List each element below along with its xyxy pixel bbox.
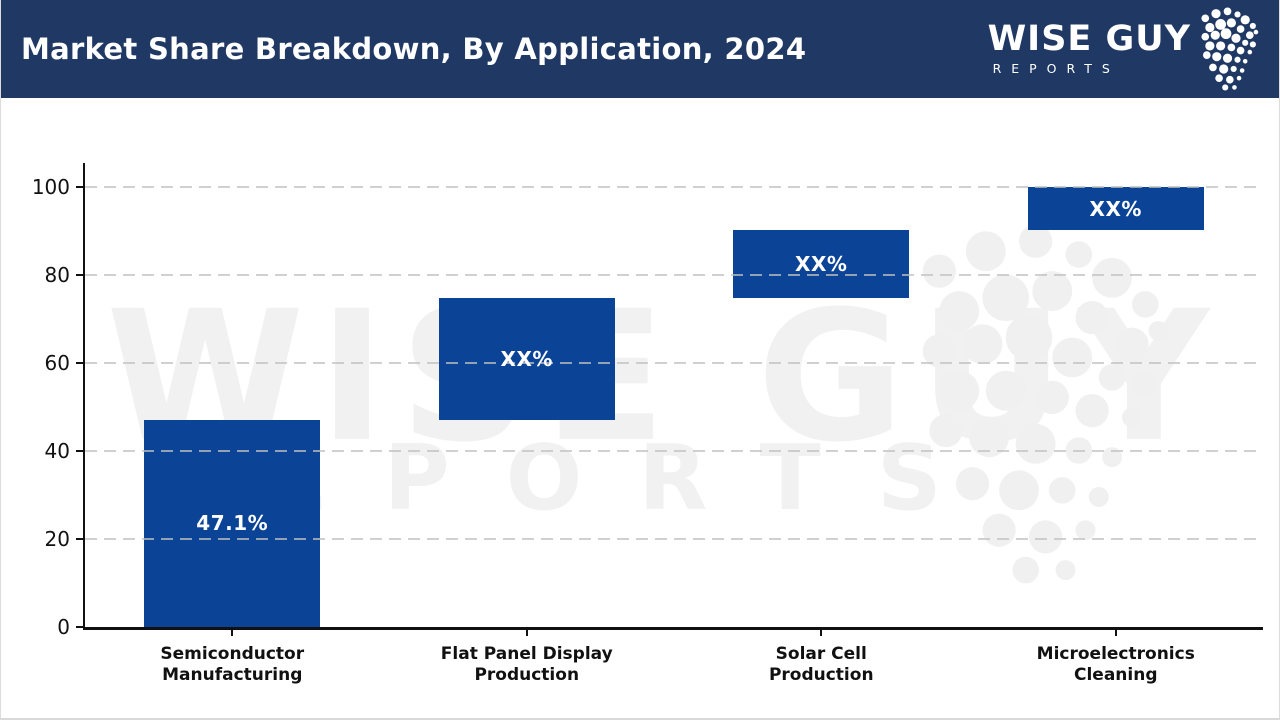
y-tick — [76, 450, 85, 452]
y-tick-label: 40 — [44, 439, 70, 463]
bar-value-label: XX% — [795, 252, 848, 276]
bar-segment — [438, 297, 615, 420]
chart-canvas: WISE GUY REPORTS 0 20 40 60 80 100 47.1% Semico… — [1, 98, 1279, 718]
x-tick — [1114, 629, 1117, 636]
y-tick — [76, 362, 85, 364]
watermark-face-icon — [922, 224, 1169, 584]
x-axis — [83, 627, 1263, 630]
x-category-label: Semiconductor Manufacturing — [160, 644, 305, 686]
y-tick — [76, 538, 85, 540]
y-tick — [76, 626, 85, 628]
chart-title: Market Share Breakdown, By Application, … — [21, 32, 807, 66]
gridline — [85, 362, 1263, 364]
y-tick — [76, 186, 85, 188]
x-tick — [525, 629, 528, 636]
y-tick-label: 80 — [44, 263, 70, 287]
y-axis — [83, 163, 85, 630]
bar-value-label: XX% — [1089, 196, 1142, 221]
y-tick-label: 0 — [57, 615, 70, 639]
y-tick-label: 100 — [31, 175, 70, 199]
x-category-label: Flat Panel Display Production — [440, 644, 613, 686]
y-tick-label: 60 — [44, 351, 70, 375]
bar-segment — [1027, 187, 1204, 231]
y-tick-label: 20 — [44, 527, 70, 551]
x-tick — [820, 629, 823, 636]
gridline — [85, 450, 1263, 452]
bar-value-label: XX% — [500, 346, 553, 371]
gridline — [85, 186, 1263, 188]
wiseguy-logo: WISE GUY REPORTS — [988, 6, 1261, 92]
header-bar: Market Share Breakdown, By Application, … — [1, 0, 1279, 98]
gridline — [85, 274, 1263, 276]
gridline — [85, 538, 1263, 540]
x-category-label: Solar Cell Production — [768, 644, 874, 686]
y-tick — [76, 274, 85, 276]
bar-segment — [144, 419, 321, 627]
x-tick — [231, 629, 234, 636]
logo-brand-text: WISE GUY — [987, 19, 1191, 59]
wiseguy-face-icon — [1201, 7, 1259, 91]
logo-text: WISE GUY REPORTS — [987, 19, 1191, 77]
bar-segment — [733, 230, 910, 298]
x-category-label: Microelectronics Cleaning — [1036, 644, 1195, 686]
bar-value-label: 47.1% — [196, 511, 269, 536]
logo-sub-text: REPORTS — [992, 61, 1120, 76]
